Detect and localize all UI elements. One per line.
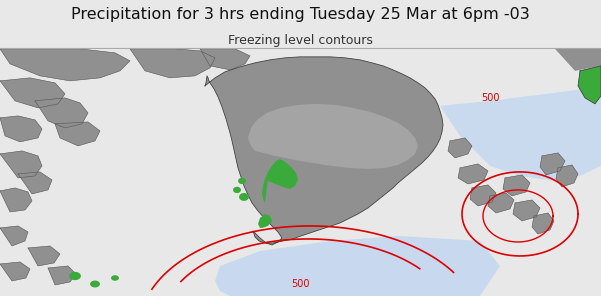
Polygon shape	[69, 272, 81, 280]
Text: 500: 500	[291, 279, 310, 289]
Polygon shape	[440, 86, 601, 181]
Polygon shape	[555, 49, 601, 71]
Polygon shape	[532, 213, 554, 234]
Polygon shape	[0, 78, 65, 108]
Polygon shape	[111, 275, 119, 281]
Polygon shape	[513, 200, 540, 221]
Polygon shape	[18, 172, 52, 194]
Polygon shape	[239, 193, 249, 201]
Polygon shape	[248, 104, 418, 169]
Text: 500: 500	[481, 93, 499, 103]
Polygon shape	[205, 57, 443, 245]
Polygon shape	[130, 49, 215, 78]
Polygon shape	[470, 185, 496, 206]
Polygon shape	[55, 122, 100, 146]
Polygon shape	[458, 164, 488, 184]
Polygon shape	[28, 246, 60, 266]
Polygon shape	[262, 159, 298, 203]
Polygon shape	[48, 266, 76, 285]
Polygon shape	[90, 281, 100, 287]
Polygon shape	[578, 66, 601, 104]
Polygon shape	[488, 193, 514, 213]
Text: Freezing level contours: Freezing level contours	[228, 33, 373, 46]
Polygon shape	[448, 138, 472, 158]
Polygon shape	[503, 175, 530, 196]
Polygon shape	[215, 236, 500, 296]
Polygon shape	[0, 262, 30, 281]
Polygon shape	[258, 214, 272, 228]
Polygon shape	[0, 116, 42, 142]
Polygon shape	[556, 165, 578, 187]
Polygon shape	[0, 49, 130, 81]
Polygon shape	[200, 49, 250, 70]
Polygon shape	[233, 187, 241, 193]
Polygon shape	[540, 153, 565, 175]
Polygon shape	[0, 151, 42, 178]
Polygon shape	[35, 98, 88, 128]
Polygon shape	[238, 178, 246, 184]
Text: Precipitation for 3 hrs ending Tuesday 25 Mar at 6pm -03: Precipitation for 3 hrs ending Tuesday 2…	[71, 7, 530, 22]
Polygon shape	[0, 226, 28, 246]
Polygon shape	[0, 188, 32, 212]
